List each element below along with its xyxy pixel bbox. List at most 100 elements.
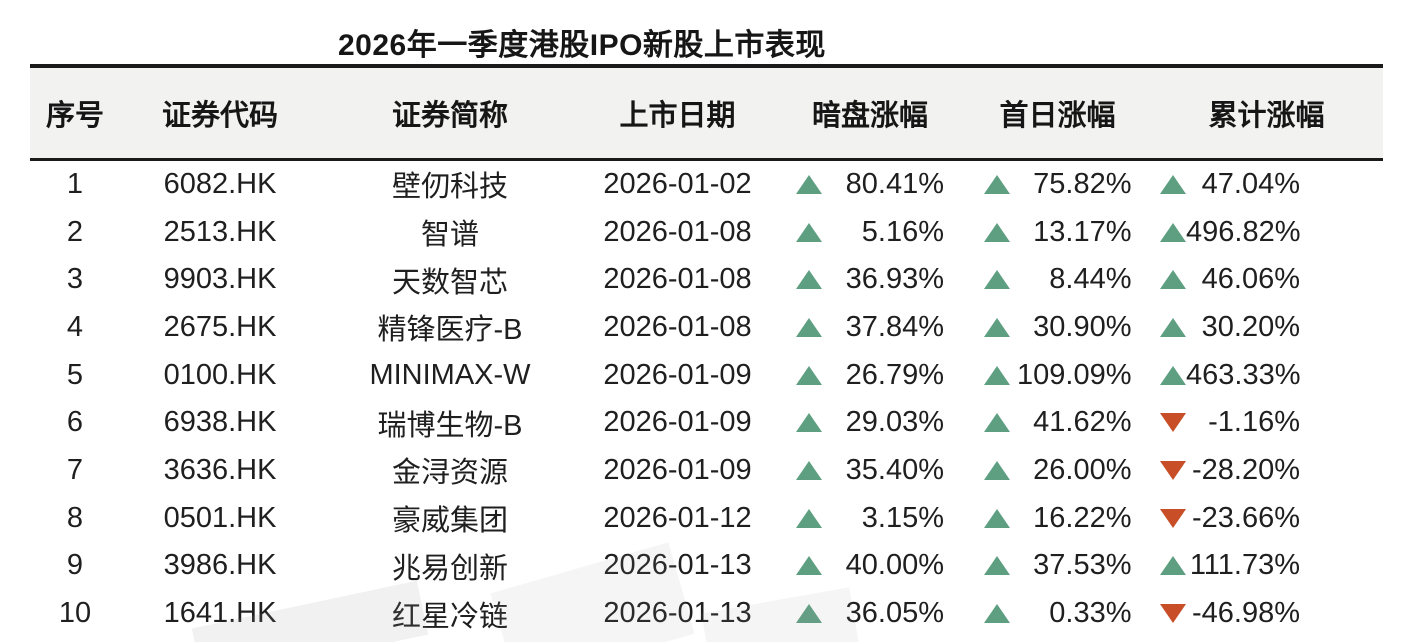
cumulative-change-cell: 463.33% [1150, 351, 1383, 399]
table-body: 1 6082.HK 壁仞科技 2026-01-02 80.41% 75.82% 47.04%… [30, 159, 1383, 637]
first-day-change-cell: 109.09% [965, 351, 1150, 399]
table-row: 4 2675.HK 精锋医疗-B 2026-01-08 37.84% 30.90% 30.2… [30, 304, 1383, 352]
row-index: 6 [66, 406, 84, 439]
first-day-change-cell: 13.17% [965, 208, 1150, 256]
stock-name: MINIMAX-W [369, 358, 531, 391]
stock-code: 2675.HK [163, 310, 277, 343]
table-row: 5 0100.HK MINIMAX-W 2026-01-09 26.79% 109.09%… [30, 351, 1383, 399]
table-row: 7 3636.HK 金浔资源 2026-01-09 35.40% 26.00% -28.20… [30, 447, 1383, 495]
stock-name: 红星冷链 [391, 600, 508, 633]
table-row: 10 1641.HK 红星冷链 2026-01-13 36.05% 0.33% -46.98… [30, 590, 1383, 638]
table-row: 6 6938.HK 瑞博生物-B 2026-01-09 29.03% 41.62% -1.1… [30, 399, 1383, 447]
dark-market-change-cell: 36.93% [775, 256, 965, 304]
first-day-change-cell: 16.22% [965, 494, 1150, 542]
up-triangle-icon [983, 460, 1010, 480]
stock-code: 0501.HK [163, 501, 277, 534]
change-value: 36.93% [845, 263, 944, 296]
change-value: 496.82% [1186, 215, 1301, 248]
row-index: 8 [66, 501, 84, 534]
first-day-change-cell: 37.53% [965, 542, 1150, 590]
col-header-stock-code: 证券代码 [120, 66, 320, 161]
first-day-change-cell: 8.44% [965, 256, 1150, 304]
first-day-change-cell: 75.82% [965, 159, 1150, 208]
change-value: 3.15% [861, 501, 944, 534]
up-triangle-icon [983, 508, 1010, 528]
up-triangle-icon [1160, 556, 1186, 576]
first-day-change-cell: 26.00% [965, 447, 1150, 495]
up-triangle-icon [1160, 174, 1186, 194]
change-value: 13.17% [1033, 215, 1132, 248]
stock-code: 3986.HK [163, 549, 277, 582]
change-value: 80.41% [845, 167, 944, 200]
change-value: 109.09% [1017, 358, 1132, 391]
change-value: 463.33% [1186, 358, 1301, 391]
row-index: 4 [66, 310, 84, 343]
up-triangle-icon [796, 365, 822, 385]
col-header-stock-name: 证券简称 [320, 66, 580, 161]
ipo-performance-table: 序号 证券代码 证券简称 上市日期 暗盘涨幅 首日涨幅 累计涨幅 1 6082.H… [30, 64, 1383, 637]
row-index: 5 [66, 358, 84, 391]
cumulative-change-cell: 47.04% [1150, 159, 1383, 208]
cumulative-change-cell: -23.66% [1150, 494, 1383, 542]
change-value: -1.16% [1208, 406, 1300, 439]
listing-date: 2026-01-08 [603, 215, 752, 248]
dark-market-change-cell: 40.00% [775, 542, 965, 590]
down-triangle-icon [1160, 604, 1186, 624]
listing-date: 2026-01-02 [603, 167, 752, 200]
stock-code: 6938.HK [163, 406, 277, 439]
change-value: 30.20% [1201, 310, 1300, 343]
table-row: 3 9903.HK 天数智芯 2026-01-08 36.93% 8.44% 46.06% [30, 256, 1383, 304]
page-title: 2026年一季度港股IPO新股上市表现 [338, 29, 826, 62]
col-header-index: 序号 [30, 66, 120, 161]
change-value: 111.73% [1189, 549, 1300, 582]
stock-code: 0100.HK [163, 358, 277, 391]
table-row: 9 3986.HK 兆易创新 2026-01-13 40.00% 37.53% 111.73… [30, 542, 1383, 590]
first-day-change-cell: 0.33% [965, 590, 1150, 638]
down-triangle-icon [1160, 508, 1186, 528]
col-header-cumulative-gain: 累计涨幅 [1150, 66, 1383, 161]
listing-date: 2026-01-13 [603, 597, 752, 630]
cumulative-change-cell: 111.73% [1150, 542, 1383, 590]
table-row: 1 6082.HK 壁仞科技 2026-01-02 80.41% 75.82% 47.04% [30, 159, 1383, 208]
change-value: 0.33% [1049, 597, 1132, 630]
stock-name: 智谱 [420, 219, 479, 252]
change-value: 41.62% [1033, 406, 1132, 439]
cumulative-change-cell: 496.82% [1150, 208, 1383, 256]
up-triangle-icon [983, 222, 1010, 242]
change-value: 26.00% [1033, 453, 1132, 486]
up-triangle-icon [983, 556, 1010, 576]
up-triangle-icon [796, 270, 822, 290]
listing-date: 2026-01-08 [603, 263, 752, 296]
listing-date: 2026-01-13 [603, 549, 752, 582]
change-value: 35.40% [845, 453, 944, 486]
listing-date: 2026-01-08 [603, 310, 752, 343]
cumulative-change-cell: -46.98% [1150, 590, 1383, 638]
change-value: -46.98% [1191, 597, 1300, 630]
stock-code: 2513.HK [163, 215, 277, 248]
table-row: 2 2513.HK 智谱 2026-01-08 5.16% 13.17% 496.82% [30, 208, 1383, 256]
change-value: 29.03% [845, 406, 944, 439]
cumulative-change-cell: -1.16% [1150, 399, 1383, 447]
first-day-change-cell: 30.90% [965, 304, 1150, 352]
dark-market-change-cell: 80.41% [775, 159, 965, 208]
listing-date: 2026-01-09 [603, 406, 752, 439]
dark-market-change-cell: 36.05% [775, 590, 965, 638]
stock-code: 1641.HK [163, 597, 277, 630]
stock-name: 豪威集团 [391, 505, 508, 538]
up-triangle-icon [1160, 317, 1186, 337]
listing-date: 2026-01-09 [603, 453, 752, 486]
stock-code: 3636.HK [163, 453, 277, 486]
change-value: 40.00% [845, 549, 944, 582]
down-triangle-icon [1160, 413, 1186, 433]
up-triangle-icon [796, 317, 822, 337]
row-index: 2 [66, 215, 84, 248]
col-header-first-day-gain: 首日涨幅 [965, 66, 1150, 161]
header-row: 序号 证券代码 证券简称 上市日期 暗盘涨幅 首日涨幅 累计涨幅 [30, 66, 1383, 161]
stock-name: 壁仞科技 [391, 171, 508, 204]
change-value: 26.79% [845, 358, 944, 391]
up-triangle-icon [983, 317, 1010, 337]
row-index: 7 [66, 453, 84, 486]
change-value: -23.66% [1191, 501, 1300, 534]
cumulative-change-cell: -28.20% [1150, 447, 1383, 495]
